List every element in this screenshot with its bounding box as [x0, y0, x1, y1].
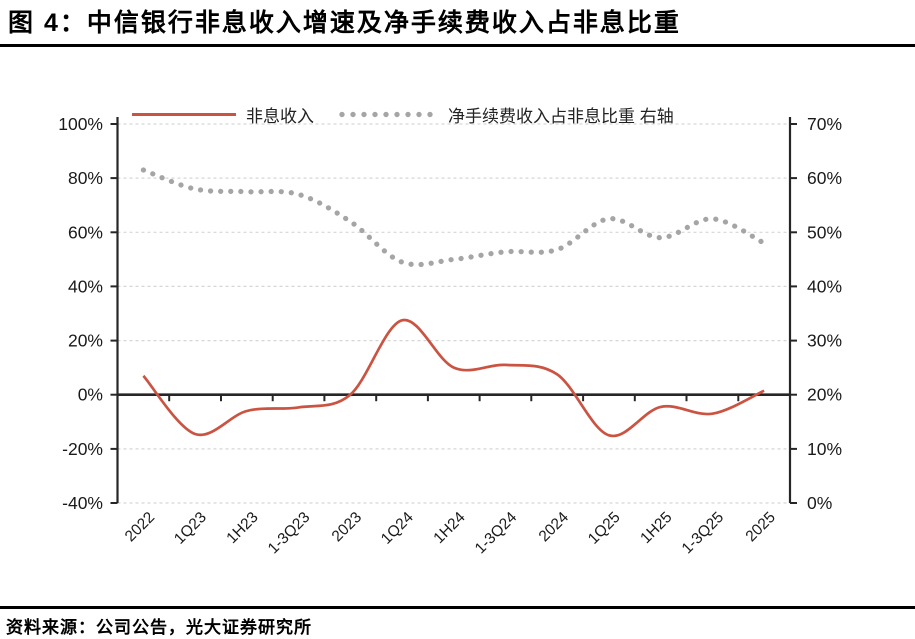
y-axis-label-right: 60% — [807, 168, 842, 188]
red-line-swatch — [132, 113, 236, 116]
y-axis-label-left: 20% — [68, 331, 103, 351]
legend-label-non-interest-income: 非息收入 — [246, 107, 314, 126]
y-axis-label-right: 70% — [807, 114, 842, 134]
x-axis-label: 1H25 — [637, 509, 675, 547]
legend-label-fee-ratio: 净手续费收入占非息比重 右轴 — [448, 107, 674, 126]
figure-header: 图 4：中信银行非息收入增速及净手续费收入占非息比重 — [0, 0, 915, 47]
figure-footer: 资料来源：公司公告，光大证券研究所 — [0, 606, 915, 638]
source-text: 资料来源：公司公告，光大证券研究所 — [6, 617, 312, 637]
dotted-line-swatch — [338, 111, 438, 118]
title-rule — [0, 44, 915, 47]
series-line-fee-ratio — [140, 167, 767, 268]
x-axis-label: 2023 — [329, 509, 365, 545]
figure-title: 图 4：中信银行非息收入增速及净手续费收入占非息比重 — [8, 9, 681, 37]
x-axis-label: 1H24 — [430, 509, 468, 547]
y-axis-label-left: 60% — [68, 222, 103, 242]
y-axis-label-right: 0% — [807, 493, 832, 513]
y-axis-label-left: 80% — [68, 168, 103, 188]
x-axis-label: 1H23 — [223, 509, 261, 547]
y-axis-label-right: 30% — [807, 331, 842, 351]
legend-item-non-interest-income: 非息收入 — [132, 102, 314, 127]
source-rule — [0, 606, 915, 609]
legend-item-fee-ratio: 净手续费收入占非息比重 右轴 — [338, 102, 674, 127]
x-axis-label: 2024 — [536, 509, 573, 546]
y-axis-label-left: 0% — [78, 385, 103, 405]
y-axis-label-left: 40% — [68, 276, 103, 296]
x-axis-label: 2025 — [743, 509, 779, 545]
y-axis-label-left: 100% — [58, 114, 103, 134]
x-axis-label: 1-3Q23 — [265, 509, 314, 558]
x-axis-label: 1-3Q25 — [679, 509, 728, 558]
y-axis-label-right: 20% — [807, 385, 842, 405]
chart-legend: 非息收入 净手续费收入占非息比重 右轴 — [132, 102, 674, 127]
y-axis-label-right: 50% — [807, 222, 842, 242]
series-line-non-interest-income — [142, 318, 765, 438]
x-axis-label: 1Q23 — [171, 509, 210, 548]
y-axis-label-left: -40% — [62, 493, 103, 513]
y-axis-label-right: 10% — [807, 439, 842, 459]
x-axis-label: 1-3Q24 — [472, 509, 521, 558]
x-axis-label: 1Q24 — [378, 509, 417, 548]
y-axis-label-left: -20% — [62, 439, 103, 459]
x-axis-label: 1Q25 — [585, 509, 624, 548]
y-axis-label-right: 40% — [807, 276, 842, 296]
x-axis-label: 2022 — [122, 509, 158, 545]
